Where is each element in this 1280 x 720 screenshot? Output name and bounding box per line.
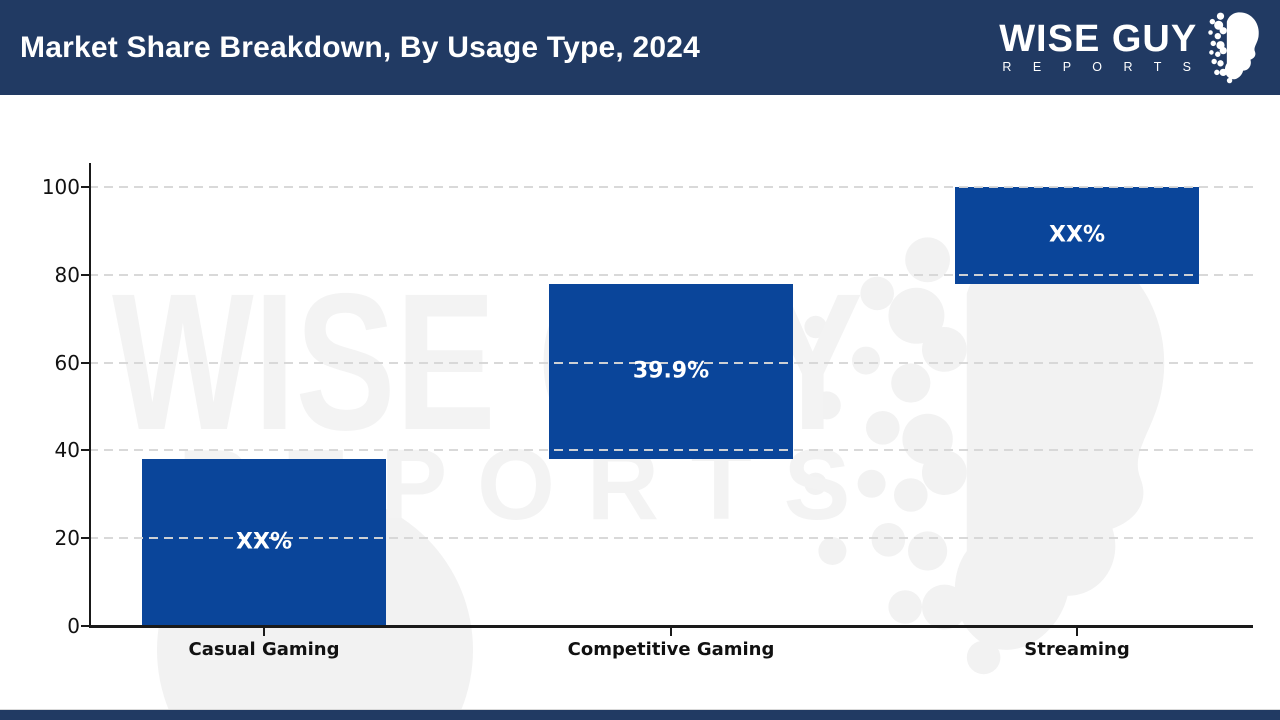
header-bar: Market Share Breakdown, By Usage Type, 2… [0, 0, 1280, 95]
y-tick-80 [81, 273, 89, 276]
x-tick-streaming [1076, 628, 1078, 636]
y-tick-label-100: 100 [41, 175, 80, 199]
page-title: Market Share Breakdown, By Usage Type, 2… [20, 30, 700, 64]
gridline-80 [89, 273, 1253, 276]
y-tick-label-60: 60 [54, 350, 80, 375]
y-tick-40 [81, 449, 89, 452]
x-tick-competitive-gaming [670, 628, 672, 636]
gridline-40 [89, 449, 1253, 452]
brand-face-icon [1208, 12, 1259, 84]
x-tick-casual-gaming [263, 628, 265, 636]
y-axis-spine [89, 163, 91, 628]
y-tick-label-20: 20 [54, 526, 80, 551]
y-tick-20 [81, 537, 89, 540]
x-category-label-streaming: Streaming [1024, 639, 1130, 660]
footer-bar [0, 709, 1280, 720]
y-tick-label-80: 80 [54, 262, 80, 287]
brand-name: WISE GUY [999, 17, 1198, 60]
gridline-100 [89, 186, 1253, 188]
x-category-label-casual-gaming: Casual Gaming [188, 639, 340, 660]
brand-logo: WISE GUY R E P O R T S [996, 8, 1264, 86]
y-tick-100 [81, 186, 89, 188]
gridline-20 [89, 537, 1253, 540]
x-category-label-competitive-gaming: Competitive Gaming [567, 639, 775, 660]
x-axis-spine [89, 625, 1253, 628]
bar-value-label-competitive-gaming: 39.9% [632, 358, 710, 384]
y-tick-label-0: 0 [67, 614, 80, 638]
bar-value-label-casual-gaming: XX% [236, 529, 292, 555]
brand-logo-text: WISE GUY R E P O R T S [996, 17, 1200, 75]
y-tick-0 [81, 625, 89, 627]
bar-competitive-gaming [549, 283, 793, 459]
bar-value-label-streaming: XX% [1049, 222, 1105, 248]
y-tick-label-40: 40 [54, 438, 80, 463]
y-tick-60 [81, 361, 89, 364]
gridline-60 [89, 361, 1253, 364]
brand-subtitle: R E P O R T S [1002, 60, 1200, 75]
